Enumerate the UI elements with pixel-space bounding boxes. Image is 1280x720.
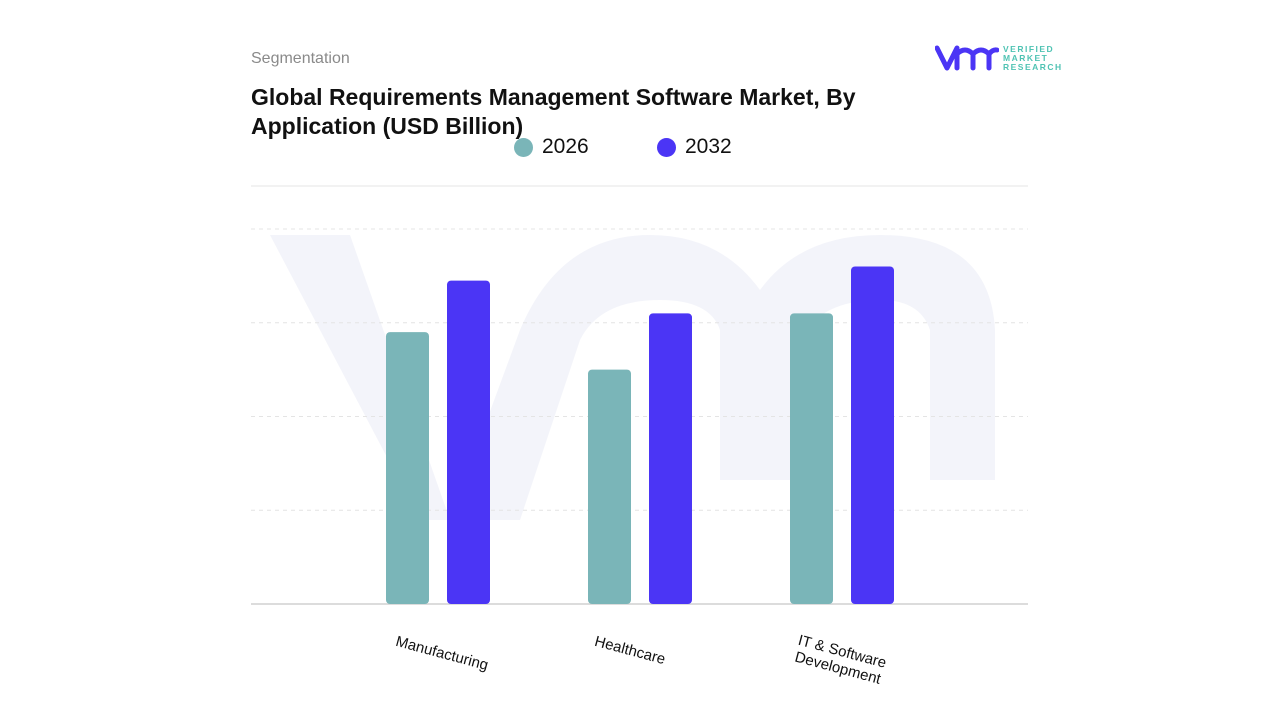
bar-manufacturing-2032 xyxy=(447,280,490,604)
legend-label-2026: 2026 xyxy=(542,135,589,158)
logo-text: VERIFIED MARKET RESEARCH xyxy=(1003,43,1063,72)
bar-manufacturing-2026 xyxy=(386,332,429,604)
legend-item-2026: 2026 xyxy=(514,135,589,159)
verified-market-research-logo: VERIFIED MARKET RESEARCH xyxy=(935,44,1063,72)
bar-it-software-development-2026 xyxy=(790,313,833,604)
legend-dot-2026 xyxy=(514,137,533,157)
legend-item-2032: 2032 xyxy=(657,135,732,159)
watermark-logo xyxy=(270,235,995,520)
legend-dot-2032 xyxy=(657,137,676,157)
vmr-logo-icon xyxy=(935,45,999,71)
chart-title: Global Requirements Management Software … xyxy=(251,84,856,139)
segmentation-label: Segmentation xyxy=(251,50,350,67)
bar-it-software-development-2032 xyxy=(851,266,894,604)
legend-label-2032: 2032 xyxy=(685,135,732,158)
bar-healthcare-2032 xyxy=(649,313,692,604)
bar-healthcare-2026 xyxy=(588,369,631,604)
